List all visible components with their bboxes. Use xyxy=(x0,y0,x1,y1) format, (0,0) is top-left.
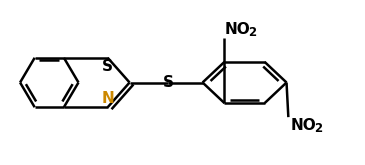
Text: S: S xyxy=(162,75,173,90)
Text: NO: NO xyxy=(224,22,250,37)
Text: 2: 2 xyxy=(248,27,256,39)
Text: NO: NO xyxy=(290,118,316,133)
Text: 2: 2 xyxy=(314,122,322,135)
Text: N: N xyxy=(101,91,114,106)
Text: S: S xyxy=(102,59,113,74)
